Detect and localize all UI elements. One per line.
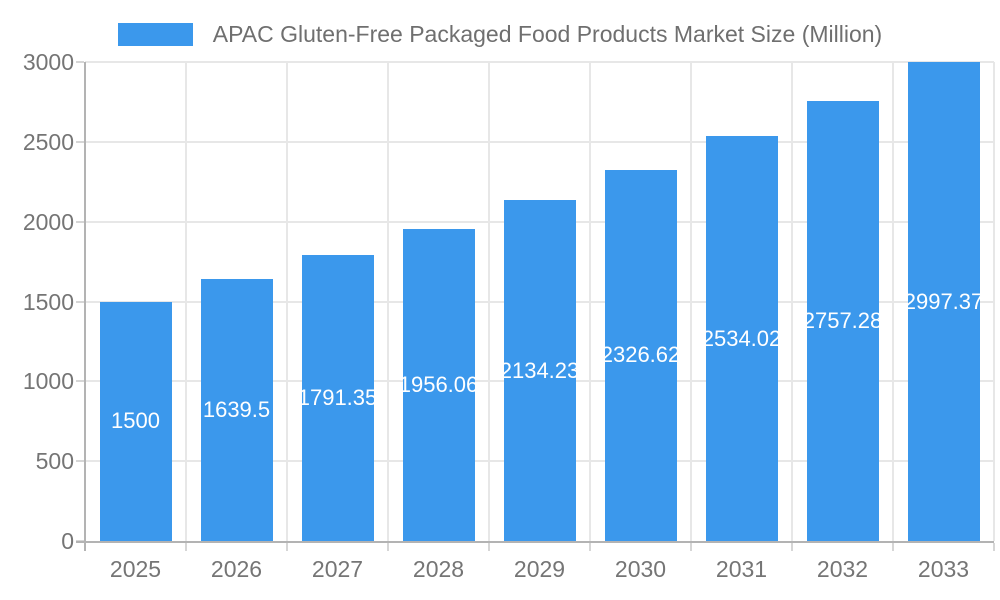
x-gridline [387,62,389,541]
x-tick-mark [286,543,288,551]
x-tick-mark [589,543,591,551]
legend: APAC Gluten-Free Packaged Food Products … [0,20,1000,48]
y-tick-label: 3000 [22,49,74,75]
y-tick-label: 0 [61,528,74,554]
bar-value-label: 2134.23 [499,357,580,383]
bar: 2534.02 [702,136,781,541]
x-gridline [892,62,894,541]
bar: 2757.28 [803,100,882,541]
y-tick-label: 2000 [22,208,74,235]
x-tick-mark [690,543,692,551]
bar-value-label: 2757.28 [802,307,883,333]
bar-value-label: 2326.62 [600,342,681,368]
x-tick-label: 2030 [614,556,667,582]
y-tick-label: 500 [35,448,74,475]
bar: 1639.5 [200,279,273,541]
x-gridline [286,62,288,541]
y-gridline [85,61,994,63]
chart-title: APAC Gluten-Free Packaged Food Products … [212,20,883,47]
y-tick-label: 1500 [22,288,74,315]
x-tick-mark [892,543,894,551]
y-tick-mark [76,220,84,223]
x-tick-label: 2029 [513,556,566,582]
x-tick-label: 2033 [917,556,970,582]
x-tick-label: 2031 [715,556,768,582]
bar-value-label: 1500 [111,408,160,434]
legend-swatch [117,22,193,46]
y-tick-mark [76,460,84,463]
x-tick-label: 2032 [816,556,869,582]
y-tick-label: 2500 [22,128,74,155]
bar-value-label: 2997.37 [903,288,984,314]
bar: 1956.06 [399,228,478,541]
x-tick-mark [488,543,490,551]
x-gridline [993,62,995,541]
x-tick-label: 2026 [210,556,263,582]
bar: 1500 [99,301,172,541]
y-axis-line [84,62,86,551]
bar: 2134.23 [500,200,579,541]
bar: 1791.35 [298,254,377,541]
bar: 2997.37 [904,62,983,541]
y-tick-mark [76,61,84,63]
x-tick-label: 2025 [109,556,162,582]
y-tick-label: 1000 [22,368,74,395]
x-gridline [791,62,793,541]
x-gridline [589,62,591,541]
bar-value-label: 1639.5 [202,397,271,423]
x-tick-mark [185,543,187,551]
x-tick-label: 2027 [311,556,364,582]
y-tick-mark [76,300,84,303]
x-tick-mark [791,543,793,551]
bar: 2326.62 [601,169,680,541]
y-gridline [85,140,994,143]
bar-value-label: 1956.06 [398,371,479,397]
x-gridline [690,62,692,541]
bar-value-label: 1791.35 [297,384,378,410]
y-tick-mark [76,380,84,383]
x-gridline [488,62,490,541]
y-tick-mark [76,140,84,143]
x-gridline [185,62,187,541]
x-tick-label: 2028 [412,556,465,582]
bar-value-label: 2534.02 [701,325,782,351]
x-axis-line [76,541,994,543]
x-tick-mark [993,543,995,551]
x-tick-mark [387,543,389,551]
